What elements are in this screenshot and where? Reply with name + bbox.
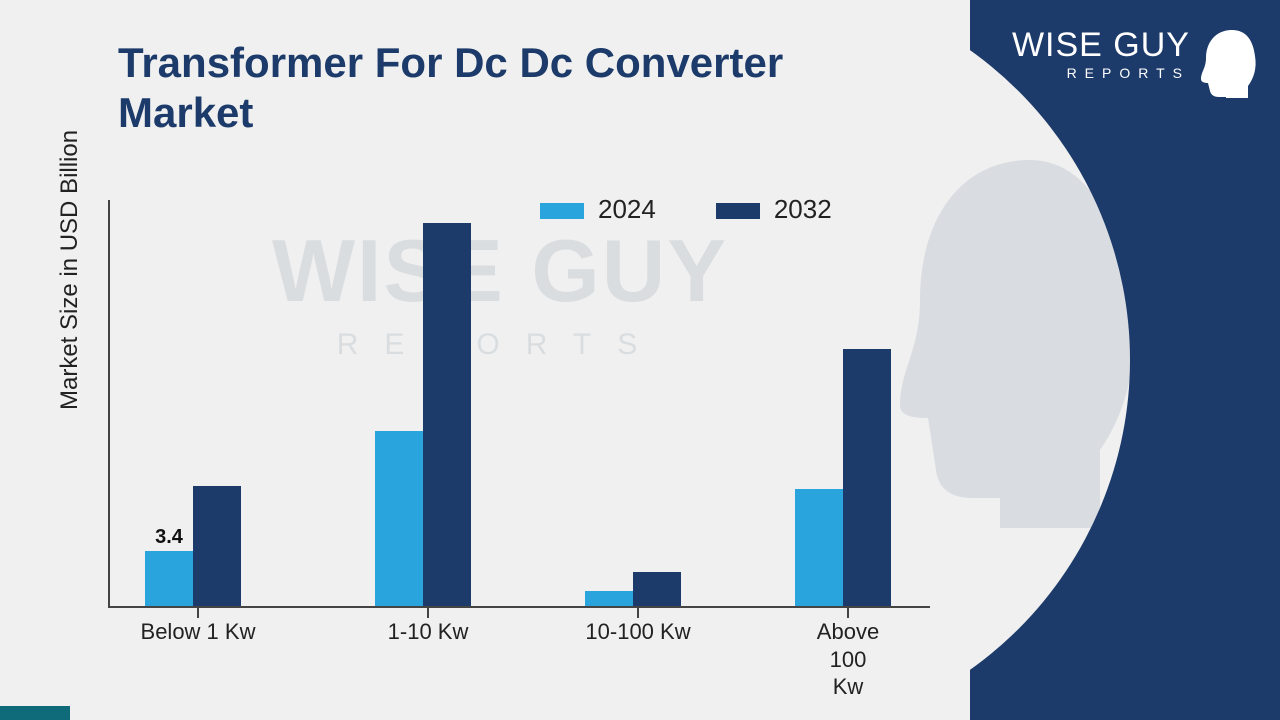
x-axis-tick [847, 608, 849, 618]
bar [375, 431, 423, 606]
category-label: Below 1 Kw [128, 618, 268, 646]
bar [585, 591, 633, 606]
category-label-line: 100 [830, 647, 867, 672]
bar [145, 551, 193, 606]
category-label: 1-10 Kw [358, 618, 498, 646]
x-axis-tick [197, 608, 199, 618]
category-label: 10-100 Kw [558, 618, 718, 646]
bar-value-label: 3.4 [155, 526, 183, 549]
bar [423, 223, 471, 606]
bar [795, 489, 843, 606]
logo-head-icon [1196, 28, 1258, 98]
x-axis-tick [637, 608, 639, 618]
logo-sub-text: REPORTS [1067, 66, 1190, 80]
bar [193, 486, 241, 606]
category-label: Above 100Kw [793, 618, 903, 701]
bar [843, 349, 891, 606]
x-axis-tick [427, 608, 429, 618]
y-axis-label: Market Size in USD Billion [56, 130, 84, 410]
brand-logo: WISE GUY REPORTS [978, 28, 1258, 98]
logo-main-text: WISE GUY [1012, 28, 1190, 62]
plot-area: 3.4 [108, 200, 930, 606]
canvas: WISE GUY REPORTS WISE GUY REPORTS [0, 0, 1280, 720]
chart-title: Transformer For Dc Dc Converter Market [118, 38, 818, 137]
category-label-line: Kw [833, 674, 864, 699]
bottom-accent-tab [0, 706, 70, 720]
x-axis-line [108, 606, 930, 608]
bar [633, 572, 681, 606]
category-label-line: Above [817, 619, 879, 644]
